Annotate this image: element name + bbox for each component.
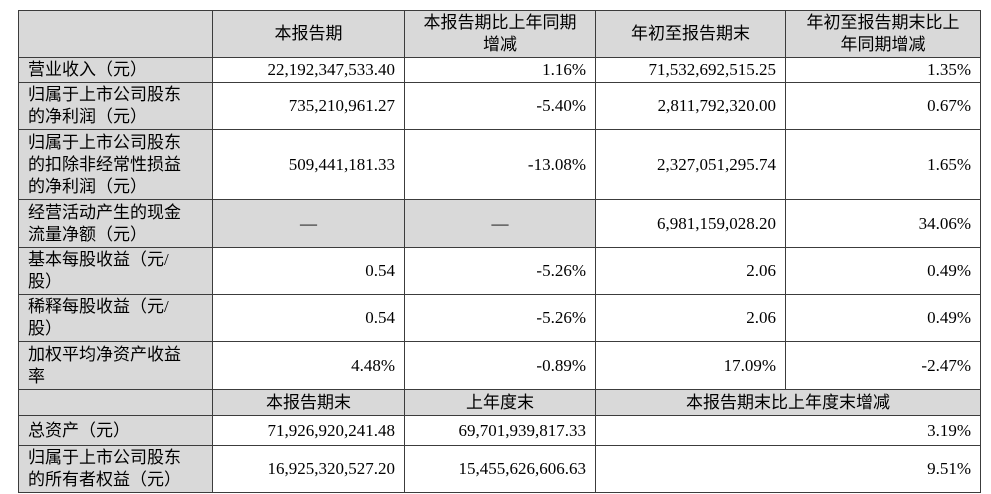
cell-value: 6,981,159,028.20 (595, 199, 786, 248)
cell-value: 69,701,939,817.33 (404, 415, 596, 446)
table-row-equity-attributable-to-shareholders: 归属于上市公司股东 的所有者权益（元） 16,925,320,527.20 15… (18, 445, 981, 493)
header-row-period: 本报告期 本报告期比上年同期 增减 年初至报告期末 年初至报告期末比上 年同期增… (18, 10, 981, 58)
col-header-current-period: 本报告期 (212, 10, 405, 58)
table-row-basic-eps: 基本每股收益（元/ 股） 0.54 -5.26% 2.06 0.49% (18, 247, 981, 295)
cell-value: 9.51% (595, 445, 981, 493)
cell-value: 16,925,320,527.20 (212, 445, 405, 493)
cell-value: -5.40% (404, 82, 596, 130)
cell-value: 1.35% (785, 57, 981, 83)
cell-value: 2.06 (595, 247, 786, 295)
row-label: 营业收入（元） (18, 57, 213, 83)
row-label: 归属于上市公司股东 的净利润（元） (18, 82, 213, 130)
row-label: 加权平均净资产收益 率 (18, 341, 213, 390)
cell-value: 0.54 (212, 294, 405, 342)
cell-value: 0.54 (212, 247, 405, 295)
cell-value: 2,811,792,320.00 (595, 82, 786, 130)
cell-value: 509,441,181.33 (212, 129, 405, 200)
cell-value: -0.89% (404, 341, 596, 390)
cell-value: 735,210,961.27 (212, 82, 405, 130)
cell-value: 34.06% (785, 199, 981, 248)
table-row-operating-cash-flow: 经营活动产生的现金 流量净额（元） — — 6,981,159,028.20 3… (18, 199, 981, 248)
cell-value: 22,192,347,533.40 (212, 57, 405, 83)
cell-value: 15,455,626,606.63 (404, 445, 596, 493)
table-row-net-profit-excl-nonrecurring: 归属于上市公司股东 的扣除非经常性损益 的净利润（元） 509,441,181.… (18, 129, 981, 200)
corner-empty-cell (18, 389, 213, 416)
col-header-ytd-yoy-change: 年初至报告期末比上 年同期增减 (785, 10, 981, 58)
col-header-prior-year-end: 上年度末 (404, 389, 596, 416)
corner-empty-cell (18, 10, 213, 58)
cell-value: 71,926,920,241.48 (212, 415, 405, 446)
cell-value: 0.49% (785, 294, 981, 342)
financial-summary-table: 本报告期 本报告期比上年同期 增减 年初至报告期末 年初至报告期末比上 年同期增… (18, 10, 981, 493)
row-label: 经营活动产生的现金 流量净额（元） (18, 199, 213, 248)
header-row-period-end: 本报告期末 上年度末 本报告期末比上年度末增减 (18, 389, 981, 416)
row-label: 归属于上市公司股东 的所有者权益（元） (18, 445, 213, 493)
table-row-net-profit: 归属于上市公司股东 的净利润（元） 735,210,961.27 -5.40% … (18, 82, 981, 130)
col-header-current-period-end: 本报告期末 (212, 389, 405, 416)
row-label: 稀释每股收益（元/ 股） (18, 294, 213, 342)
col-header-period-end-vs-prior-year-end-change: 本报告期末比上年度末增减 (595, 389, 981, 416)
cell-value: -13.08% (404, 129, 596, 200)
table-row-diluted-eps: 稀释每股收益（元/ 股） 0.54 -5.26% 2.06 0.49% (18, 294, 981, 342)
cell-value: 3.19% (595, 415, 981, 446)
table-row-weighted-avg-roe: 加权平均净资产收益 率 4.48% -0.89% 17.09% -2.47% (18, 341, 981, 390)
table-row-total-assets: 总资产（元） 71,926,920,241.48 69,701,939,817.… (18, 415, 981, 446)
table-row-revenue: 营业收入（元） 22,192,347,533.40 1.16% 71,532,6… (18, 57, 981, 83)
col-header-current-period-yoy-change: 本报告期比上年同期 增减 (404, 10, 596, 58)
cell-value: 0.49% (785, 247, 981, 295)
cell-value: 2.06 (595, 294, 786, 342)
cell-value: 0.67% (785, 82, 981, 130)
cell-value: 1.65% (785, 129, 981, 200)
cell-value: -5.26% (404, 294, 596, 342)
cell-value: 4.48% (212, 341, 405, 390)
row-label: 总资产（元） (18, 415, 213, 446)
cell-value: -2.47% (785, 341, 981, 390)
cell-value: 1.16% (404, 57, 596, 83)
cell-value: 17.09% (595, 341, 786, 390)
cell-value-empty-dash: — (212, 199, 405, 248)
cell-value: 71,532,692,515.25 (595, 57, 786, 83)
cell-value: 2,327,051,295.74 (595, 129, 786, 200)
cell-value-empty-dash: — (404, 199, 596, 248)
col-header-ytd: 年初至报告期末 (595, 10, 786, 58)
row-label: 基本每股收益（元/ 股） (18, 247, 213, 295)
row-label: 归属于上市公司股东 的扣除非经常性损益 的净利润（元） (18, 129, 213, 200)
cell-value: -5.26% (404, 247, 596, 295)
